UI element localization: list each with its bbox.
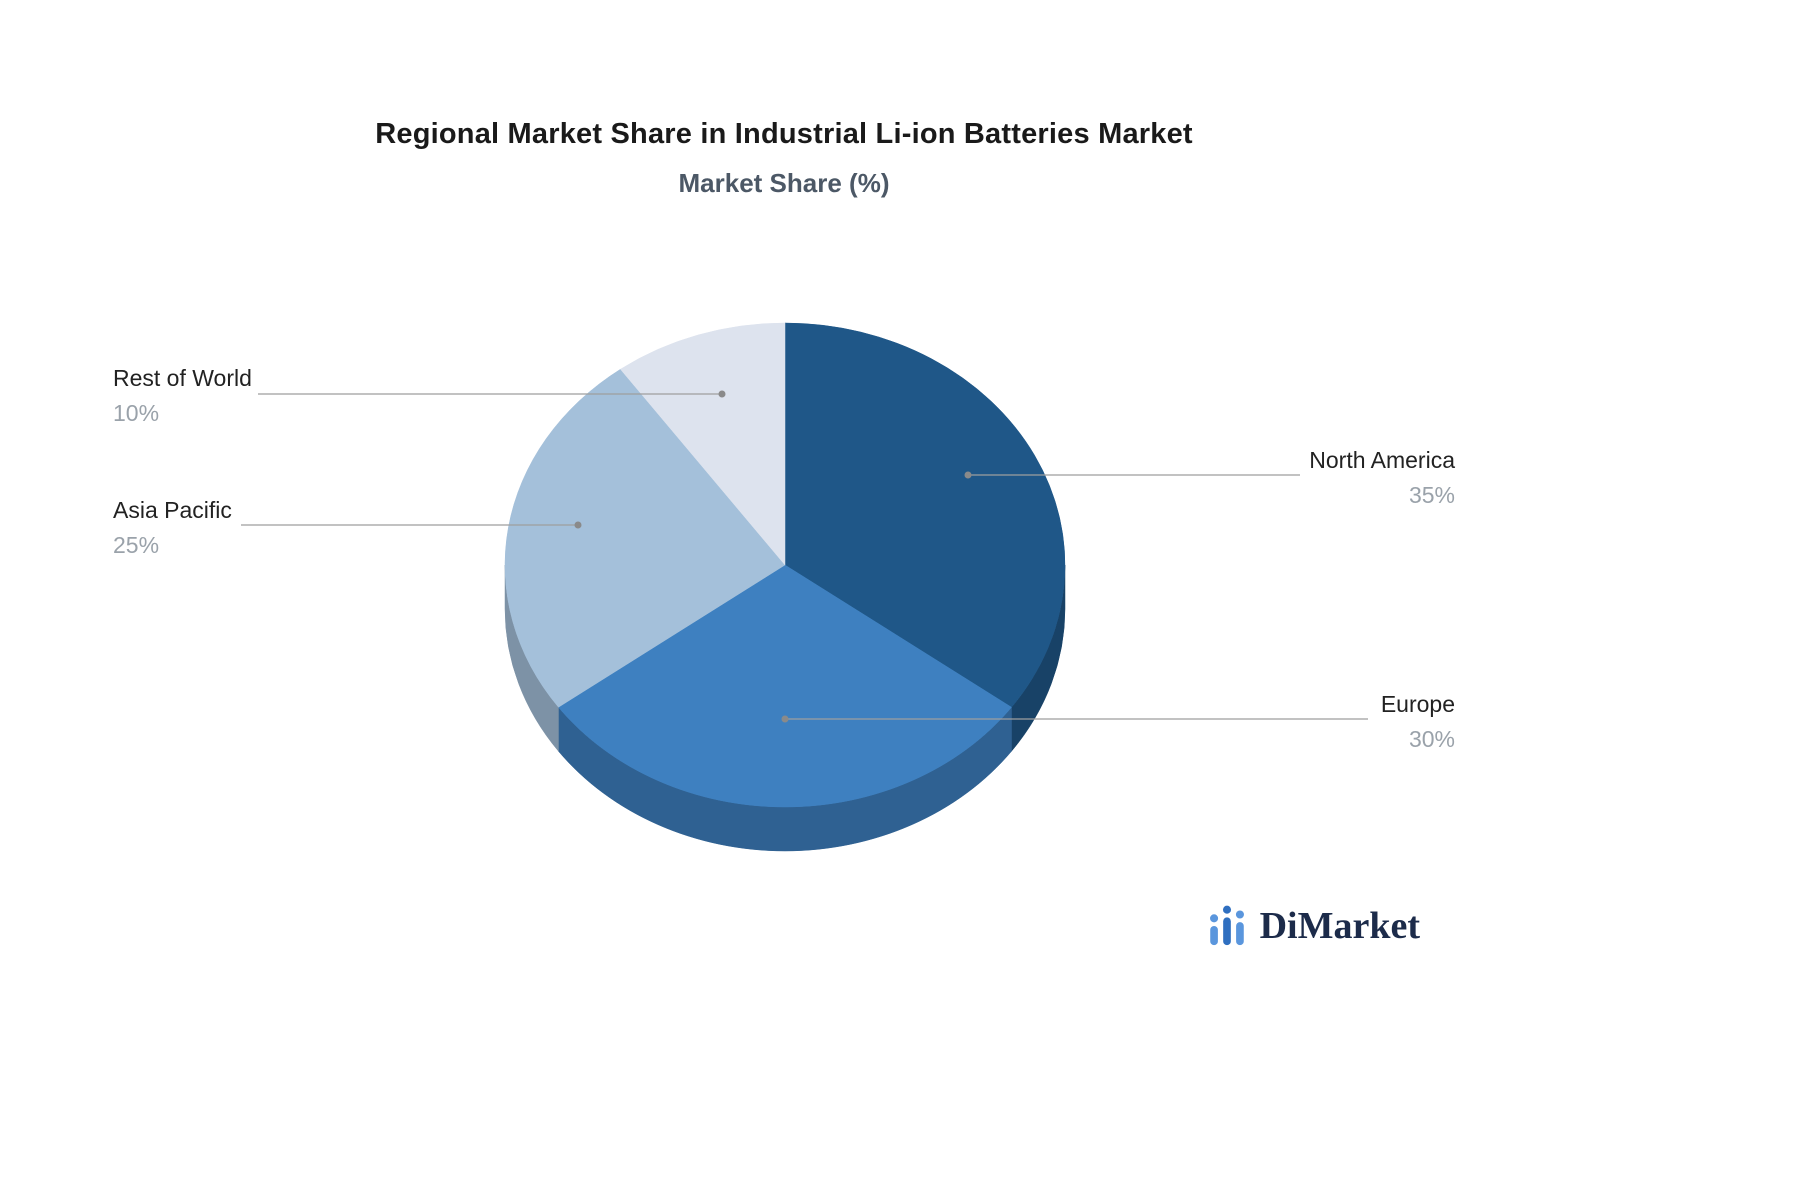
label-europe: Europe 30% xyxy=(1381,687,1455,757)
chart-title: Regional Market Share in Industrial Li-i… xyxy=(375,118,1193,150)
label-rest-of-world-value: 10% xyxy=(113,400,160,426)
label-north-america-name: North America xyxy=(1309,447,1455,473)
label-asia-pacific: Asia Pacific 25% xyxy=(113,493,232,563)
label-europe-value: 30% xyxy=(1408,726,1455,752)
label-asia-pacific-name: Asia Pacific xyxy=(113,497,232,523)
label-asia-pacific-value: 25% xyxy=(113,532,160,558)
label-north-america: North America 35% xyxy=(1309,443,1455,513)
label-north-america-value: 35% xyxy=(1408,482,1455,508)
logo: DiMarket xyxy=(1204,903,1420,949)
label-rest-of-world: Rest of World 10% xyxy=(113,361,252,431)
label-rest-of-world-name: Rest of World xyxy=(113,365,252,391)
label-europe-name: Europe xyxy=(1380,691,1455,717)
logo-text: DiMarket xyxy=(1259,905,1420,947)
bar-chart-dots-icon xyxy=(1209,905,1244,946)
chart-subtitle: Market Share (%) xyxy=(678,168,890,198)
